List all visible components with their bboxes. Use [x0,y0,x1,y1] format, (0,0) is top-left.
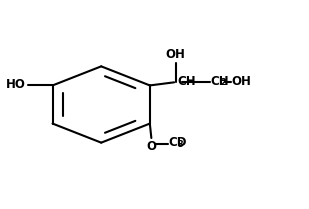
Text: CH: CH [177,75,196,88]
Text: CD: CD [169,136,187,149]
Text: CH: CH [210,75,229,88]
Text: OH: OH [166,48,186,61]
Text: OH: OH [232,75,252,88]
Text: O: O [146,140,156,153]
Text: 3: 3 [177,140,183,149]
Text: HO: HO [6,78,26,91]
Text: 2: 2 [220,78,226,87]
